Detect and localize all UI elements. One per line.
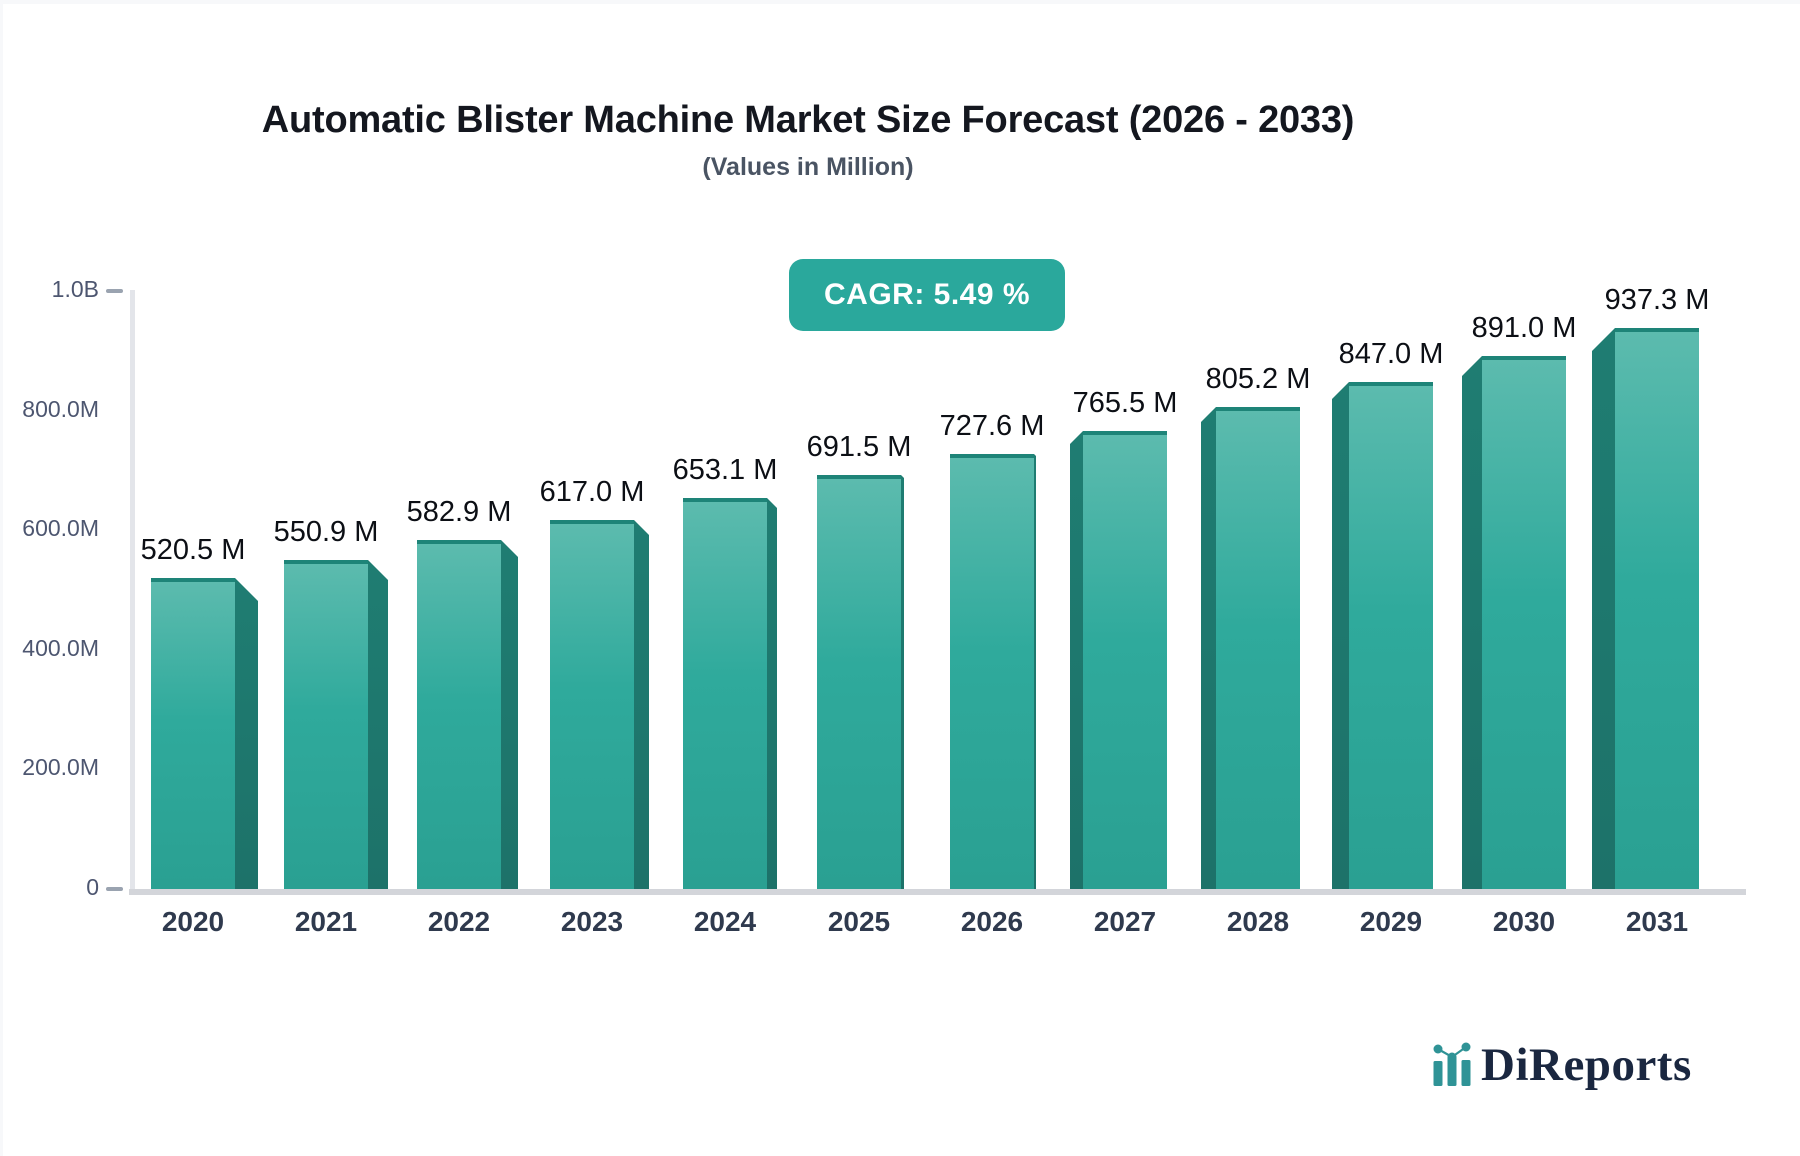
bar-2027 [1083,431,1167,889]
bar-3d-side [1462,356,1482,889]
chart-subtitle: (Values in Million) [702,153,914,181]
bar-2030 [1482,356,1566,889]
bar-2028 [1216,407,1300,889]
y-axis-line [130,290,135,895]
y-axis-tick-label: 600.0M [22,515,99,542]
y-axis-tick-label: 0 [86,874,99,900]
x-axis-label: 2027 [1093,906,1157,937]
logo-chart-icon [1433,1042,1471,1086]
x-axis-label: 2023 [560,906,624,937]
bar-value-label: 891.0 M [1471,312,1577,344]
bar-2031 [1615,328,1699,889]
bar-value-label: 617.0 M [539,476,645,508]
bar-2025 [817,475,901,889]
chart-title: Automatic Blister Machine Market Size Fo… [261,99,1355,141]
bar-value-label: 582.9 M [406,496,512,528]
x-axis-label: 2022 [427,906,491,937]
bar-value-label: 550.9 M [273,516,379,548]
x-axis-label: 2028 [1226,906,1290,937]
y-axis-tick-dash [106,289,123,293]
y-axis-tick-label: 1.0B [51,276,99,302]
bar-3d-side [1592,328,1615,889]
bar-2022 [417,540,501,889]
x-axis-label: 2021 [294,906,358,937]
x-axis-label: 2029 [1359,906,1423,937]
bar-chart-plot: 0 200.0M 400.0M 600.0M 800.0M 1.0B 520.5 M 2020… [3,4,1800,1156]
bar-3d-side [767,498,777,889]
bar-value-label: 520.5 M [140,534,246,566]
logo-text: DiReports [1481,1039,1692,1091]
bar-value-label: 847.0 M [1338,338,1444,370]
x-axis-label: 2024 [693,906,757,937]
bar-value-label: 805.2 M [1205,363,1311,395]
x-axis-label: 2026 [960,906,1024,937]
bar-3d-side [901,475,904,889]
bar-2026 [950,454,1034,889]
bar-2029 [1349,382,1433,889]
direports-logo: DiReports [1433,1040,1692,1090]
x-axis-baseline [129,889,1746,895]
bar-3d-side [1201,407,1216,889]
bar-3d-side [235,578,258,889]
bar-2024 [683,498,767,889]
bar-2020 [151,578,235,889]
bar-value-label: 653.1 M [672,454,778,486]
x-axis-label: 2025 [827,906,891,937]
x-axis-label: 2031 [1625,906,1689,937]
bar-3d-side [1332,382,1349,889]
cagr-badge: CAGR: 5.49 % [789,259,1066,331]
bar-3d-side [1070,431,1083,889]
y-axis-tick-label: 200.0M [22,754,99,781]
bar-3d-side [501,540,518,889]
bar-2023 [550,520,634,889]
bar-3d-side [1034,454,1036,889]
bar-value-label: 691.5 M [806,431,912,463]
bar-2021 [284,560,368,889]
y-axis-tick-label: 800.0M [22,395,99,422]
x-axis-label: 2020 [161,906,225,937]
bar-value-label: 937.3 M [1604,284,1710,316]
bar-value-label: 765.5 M [1072,387,1178,419]
x-axis-label: 2030 [1492,906,1556,937]
y-axis-tick-label: 400.0M [22,634,99,661]
bar-3d-side [368,560,388,889]
bar-3d-side [634,520,649,889]
bar-value-label: 727.6 M [939,410,1045,442]
y-axis-tick-dash [106,887,123,891]
